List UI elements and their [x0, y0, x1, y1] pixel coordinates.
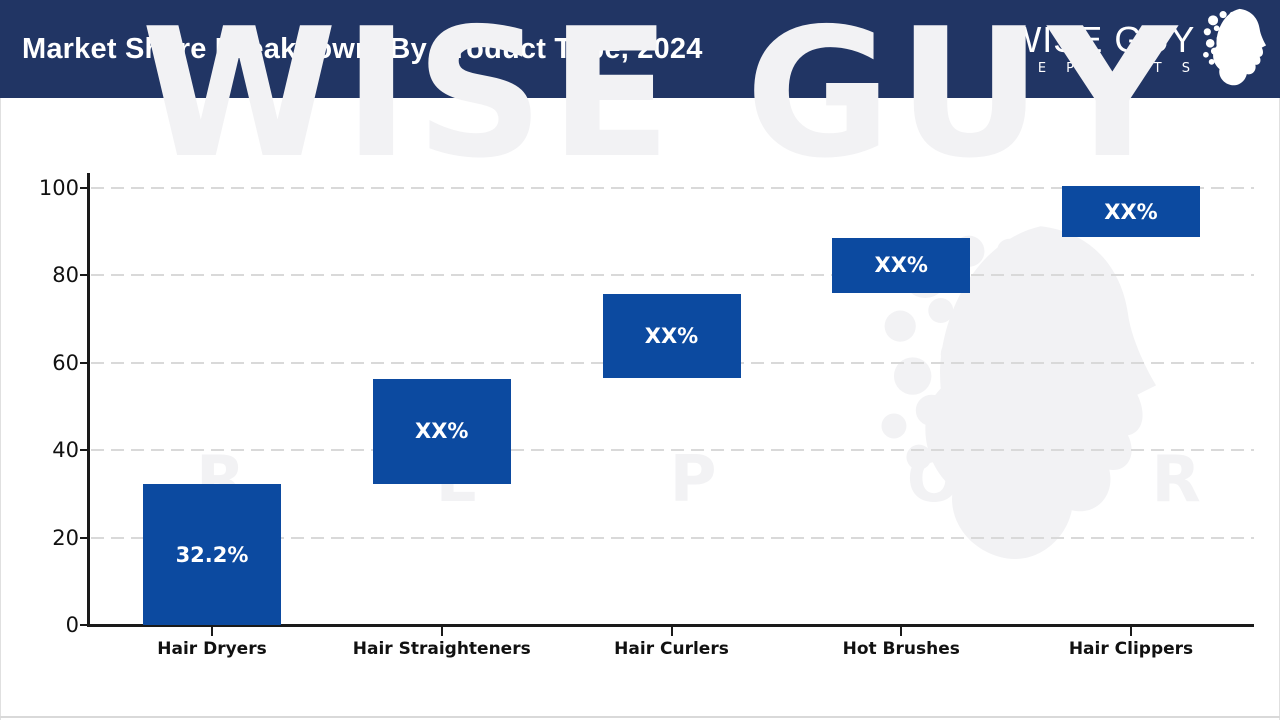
x-axis-tick: [670, 627, 673, 636]
bar-segment: [372, 378, 511, 484]
y-axis-tick: [80, 274, 89, 277]
y-tick-label: 40: [52, 438, 79, 463]
bar-value-label: XX%: [1104, 199, 1158, 224]
y-axis-tick: [80, 361, 89, 364]
x-tick-label: Hair Curlers: [614, 639, 729, 659]
header-bar: Market Share Breakdown, By Product Type,…: [0, 0, 1280, 98]
bottom-divider: [0, 716, 1280, 718]
chart-title: Market Share Breakdown, By Product Type,…: [22, 32, 703, 65]
x-tick-label: Hair Clippers: [1068, 639, 1194, 659]
bar-value-label: XX%: [415, 419, 469, 444]
bar-segment: [602, 294, 741, 379]
x-axis-tick: [900, 627, 903, 636]
bar-value-label: XX%: [874, 253, 928, 278]
y-tick-label: 80: [52, 263, 79, 288]
y-axis-line: [87, 173, 90, 627]
y-tick-label: 0: [65, 613, 79, 637]
logo-secondary-text: R E P O R T S: [1008, 61, 1198, 76]
logo-wordmark: WISE GUY R E P O R T S: [1005, 19, 1198, 77]
y-tick-label: 60: [52, 350, 79, 375]
y-gridline: [91, 449, 1254, 452]
y-axis-tick: [80, 187, 89, 189]
x-axis-tick: [440, 627, 443, 636]
x-tick-label: Hair Dryers: [157, 639, 267, 659]
logo-primary-text: WISE GUY: [1007, 19, 1196, 60]
dotted-head-profile-icon: [1203, 8, 1267, 86]
x-tick-label: Hair Straighteners: [352, 639, 531, 659]
y-axis-tick: [80, 536, 89, 539]
y-tick-label: 20: [52, 525, 79, 550]
bar-value-label: XX%: [644, 324, 699, 349]
y-gridline: [91, 536, 1254, 539]
x-axis-line: [87, 624, 1254, 627]
bar-value-label: 32.2%: [175, 542, 249, 567]
bar-segment: [1062, 186, 1200, 237]
watermark-text-primary: WISE GUY: [141, 0, 1183, 197]
y-axis-tick: [80, 449, 89, 452]
y-gridline: [91, 187, 1254, 189]
y-tick-label: 100: [38, 176, 79, 200]
y-axis-tick: [80, 624, 89, 626]
x-axis-tick: [211, 627, 213, 636]
x-axis-tick: [1130, 627, 1132, 636]
bar-segment: [832, 237, 971, 293]
bar-segment: [143, 484, 281, 625]
wise-guy-logo: WISE GUY R E P O R T S: [1005, 0, 1272, 98]
x-tick-label: Hot Brushes: [842, 639, 960, 659]
y-gridline: [91, 274, 1254, 277]
